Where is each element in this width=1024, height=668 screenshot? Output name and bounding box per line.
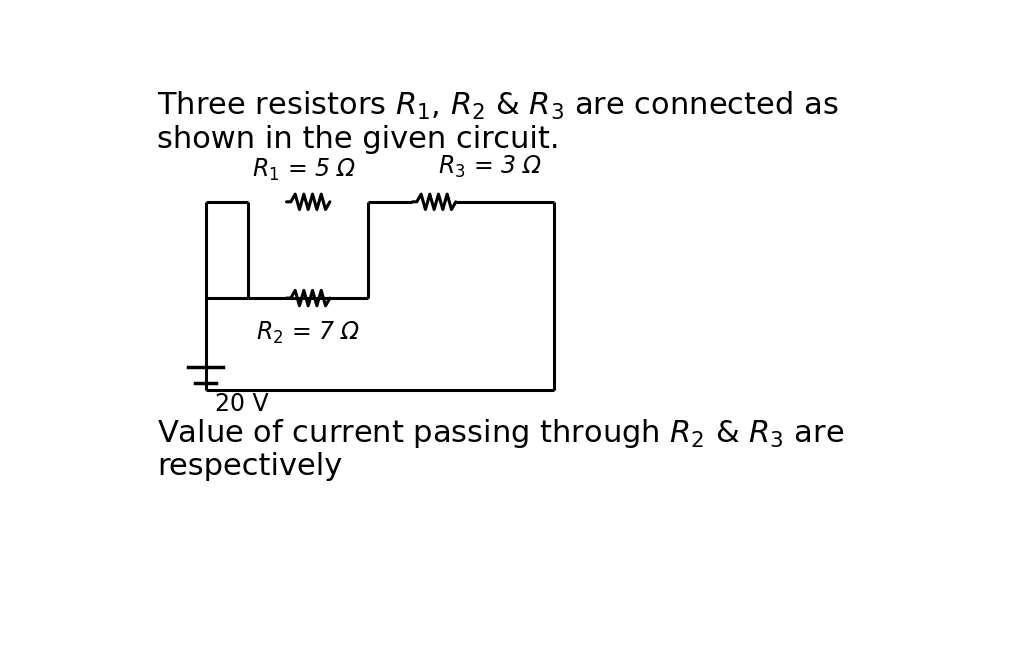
Text: shown in the given circuit.: shown in the given circuit.	[158, 125, 560, 154]
Text: 20 V: 20 V	[215, 392, 268, 416]
Text: $R_2$ = 7 Ω: $R_2$ = 7 Ω	[256, 319, 360, 346]
Text: $R_3$ = 3 Ω: $R_3$ = 3 Ω	[438, 154, 543, 180]
Text: Three resistors $R_1$, $R_2$ & $R_3$ are connected as: Three resistors $R_1$, $R_2$ & $R_3$ are…	[158, 90, 839, 122]
Text: respectively: respectively	[158, 452, 343, 481]
Text: $R_1$ = 5 Ω: $R_1$ = 5 Ω	[252, 156, 356, 182]
Text: Value of current passing through $R_2$ & $R_3$ are: Value of current passing through $R_2$ &…	[158, 418, 845, 450]
